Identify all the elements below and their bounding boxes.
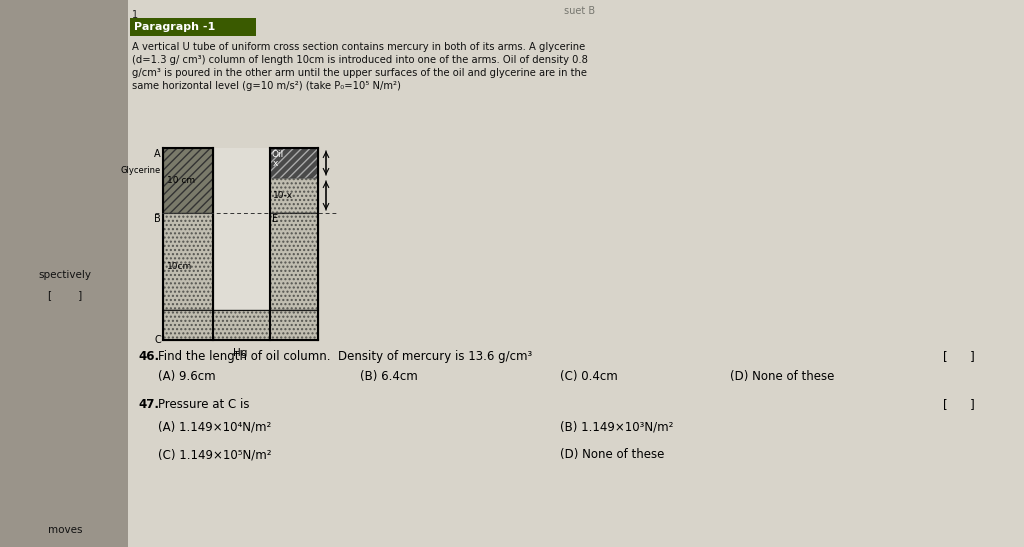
Text: A vertical U tube of uniform cross section contains mercury in both of its arms.: A vertical U tube of uniform cross secti… — [132, 42, 586, 52]
Text: Oil: Oil — [272, 150, 285, 159]
Bar — [130, 18, 256, 36]
Text: (A) 1.149×10⁴N/m²: (A) 1.149×10⁴N/m² — [158, 420, 271, 433]
Text: (B) 1.149×10³N/m²: (B) 1.149×10³N/m² — [560, 420, 674, 433]
Text: Paragraph -1: Paragraph -1 — [134, 22, 215, 32]
Bar — [270, 178, 318, 213]
Text: (C) 1.149×10⁵N/m²: (C) 1.149×10⁵N/m² — [158, 448, 271, 461]
Text: E: E — [272, 214, 279, 224]
Text: Find the length of oil column.  Density of mercury is 13.6 g/cm³: Find the length of oil column. Density o… — [158, 350, 532, 363]
Bar — [163, 310, 318, 340]
Text: g/cm³ is poured in the other arm until the upper surfaces of the oil and glyceri: g/cm³ is poured in the other arm until t… — [132, 68, 587, 78]
Text: [      ]: [ ] — [943, 350, 975, 363]
Text: [        ]: [ ] — [48, 290, 82, 300]
Text: (d=1.3 g/ cm³) column of length 10cm is introduced into one of the arms. Oil of : (d=1.3 g/ cm³) column of length 10cm is … — [132, 55, 588, 65]
Bar — [163, 148, 213, 213]
Text: 1: 1 — [132, 10, 138, 20]
Bar — [213, 148, 270, 310]
Text: Pressure at C is: Pressure at C is — [158, 398, 250, 411]
Bar — [163, 213, 213, 310]
Bar — [270, 148, 318, 178]
Bar — [270, 148, 318, 178]
Text: (D) None of these: (D) None of these — [560, 448, 665, 461]
Text: Glycerine: Glycerine — [121, 166, 161, 175]
Text: B: B — [155, 214, 161, 224]
Bar — [0, 0, 128, 547]
Bar — [270, 213, 318, 310]
Text: (C) 0.4cm: (C) 0.4cm — [560, 370, 617, 383]
Text: (B) 6.4cm: (B) 6.4cm — [360, 370, 418, 383]
Text: moves: moves — [48, 525, 82, 535]
Bar — [128, 0, 1024, 547]
Text: (D) None of these: (D) None of these — [730, 370, 835, 383]
Text: 10cm: 10cm — [167, 262, 193, 271]
Text: 10-x: 10-x — [273, 191, 293, 200]
Text: [      ]: [ ] — [943, 398, 975, 411]
Text: A: A — [155, 149, 161, 159]
Text: 47.: 47. — [138, 398, 159, 411]
Bar — [163, 310, 318, 340]
Bar — [270, 178, 318, 213]
Bar — [163, 213, 213, 310]
Bar — [163, 148, 213, 213]
Text: suet B: suet B — [564, 6, 596, 16]
Text: x: x — [273, 159, 279, 167]
Text: 46.: 46. — [138, 350, 159, 363]
Text: spectively: spectively — [39, 270, 91, 280]
Text: (A) 9.6cm: (A) 9.6cm — [158, 370, 216, 383]
Bar — [270, 213, 318, 310]
Text: 10 cm: 10 cm — [167, 176, 196, 185]
Text: same horizontal level (g=10 m/s²) (take P₀=10⁵ N/m²): same horizontal level (g=10 m/s²) (take … — [132, 81, 400, 91]
Text: C: C — [155, 335, 161, 345]
Text: Hg: Hg — [233, 348, 248, 358]
